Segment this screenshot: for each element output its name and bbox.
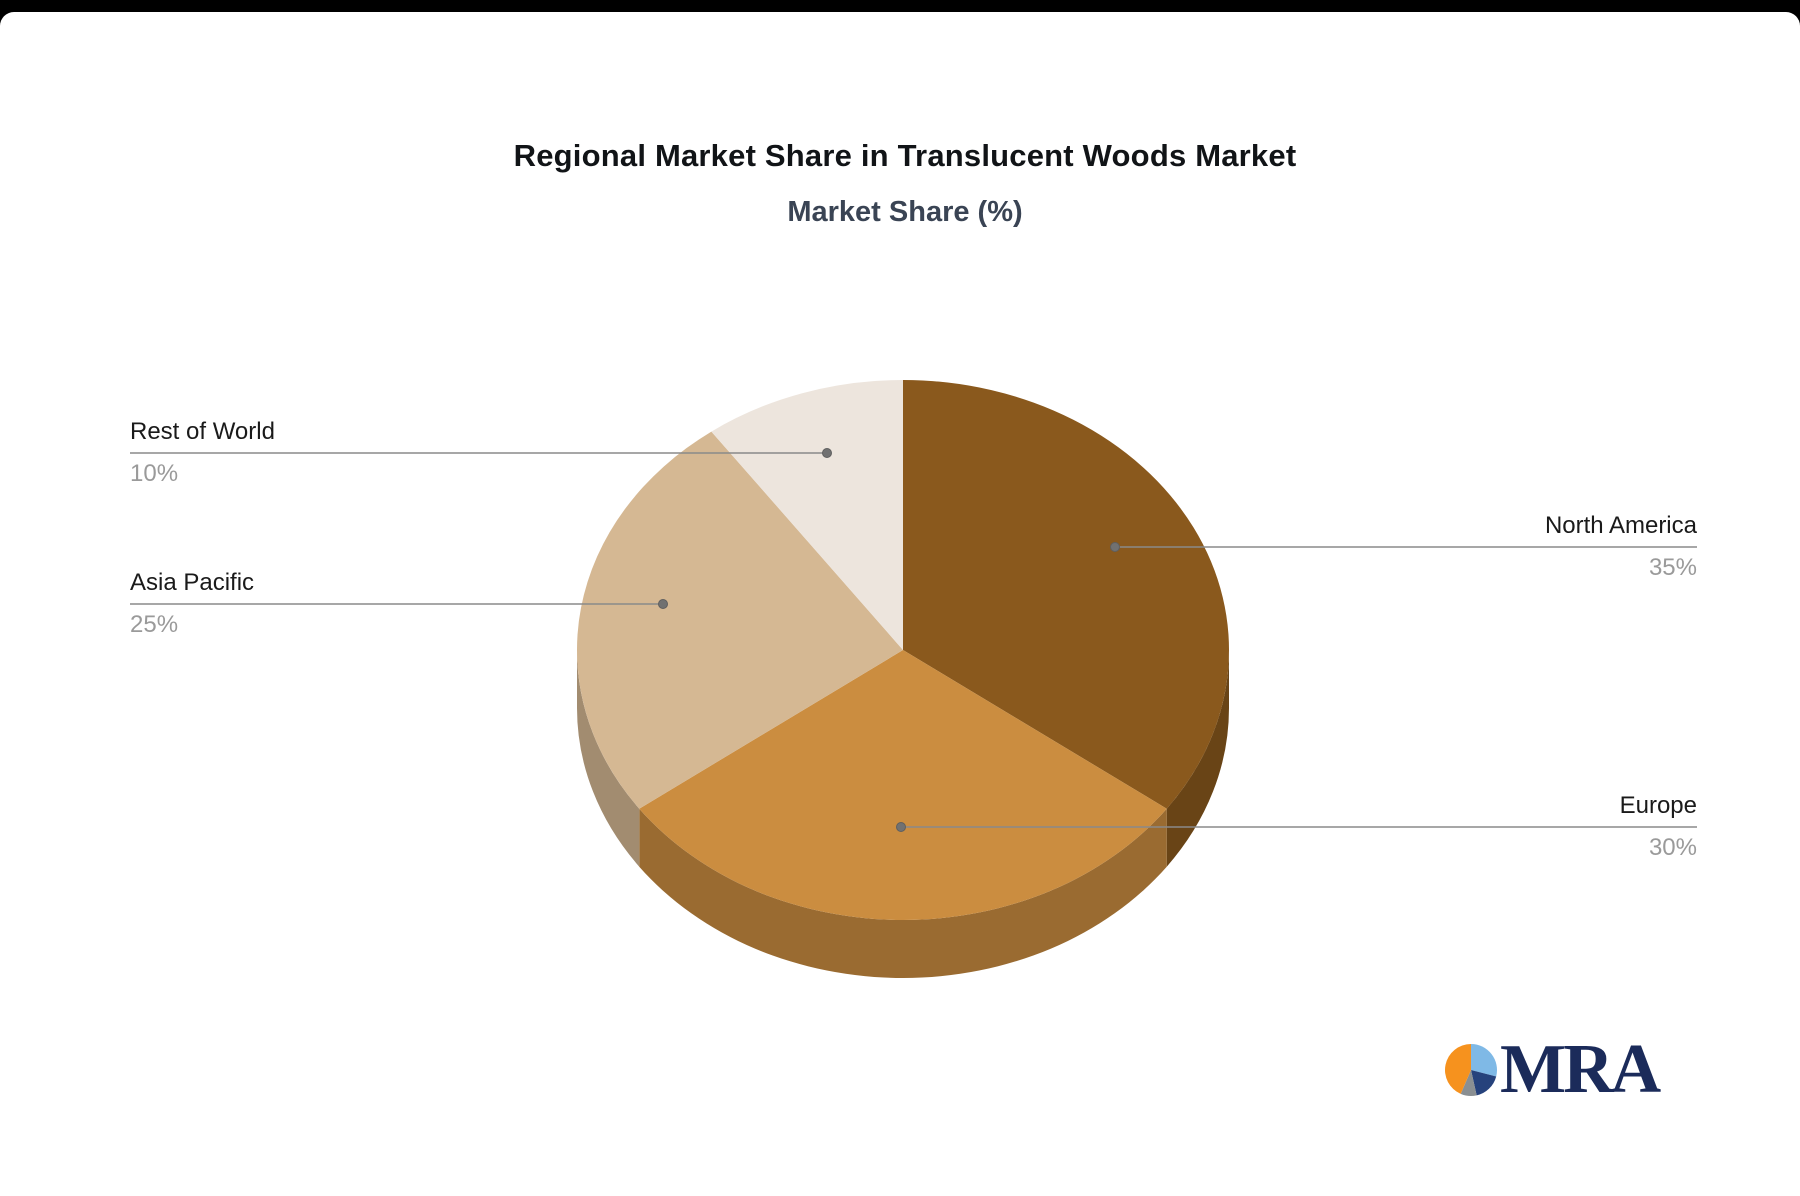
leader-dot-north-america — [1110, 542, 1120, 552]
logo-slice-orange — [1445, 1044, 1471, 1094]
value-rest-of-world: 10% — [130, 460, 179, 487]
brand-logo-text: MRA — [1500, 1031, 1661, 1108]
leader-dot-rest-of-world — [822, 448, 832, 458]
slice-europe — [639, 650, 1167, 920]
slice-rest-of-world — [711, 380, 903, 650]
slice-side-europe — [639, 808, 1167, 978]
logo-slice-navy — [1471, 1070, 1497, 1096]
value-asia-pacific: 25% — [130, 611, 179, 638]
chart-title: Regional Market Share in Translucent Woo… — [513, 138, 1297, 173]
chart-subtitle: Market Share (%) — [787, 196, 1023, 228]
brand-logo-pie-icon — [1445, 1044, 1497, 1096]
value-north-america: 35% — [1648, 554, 1697, 581]
slice-asia-pacific — [577, 431, 903, 809]
label-asia-pacific: Asia Pacific — [130, 569, 255, 596]
value-europe: 30% — [1648, 834, 1697, 861]
label-europe: Europe — [1619, 792, 1697, 819]
slice-side-north-america — [1166, 650, 1229, 867]
logo-slice-light-blue — [1471, 1044, 1497, 1077]
slice-side-asia-pacific — [577, 650, 640, 867]
brand-logo: MRA — [1444, 1031, 1661, 1108]
logo-slice-gray — [1460, 1070, 1477, 1096]
leader-dot-europe — [896, 822, 906, 832]
label-rest-of-world: Rest of World — [130, 418, 275, 445]
slice-north-america — [903, 380, 1229, 809]
leader-dot-asia-pacific — [658, 599, 668, 609]
label-north-america: North America — [1544, 512, 1697, 539]
